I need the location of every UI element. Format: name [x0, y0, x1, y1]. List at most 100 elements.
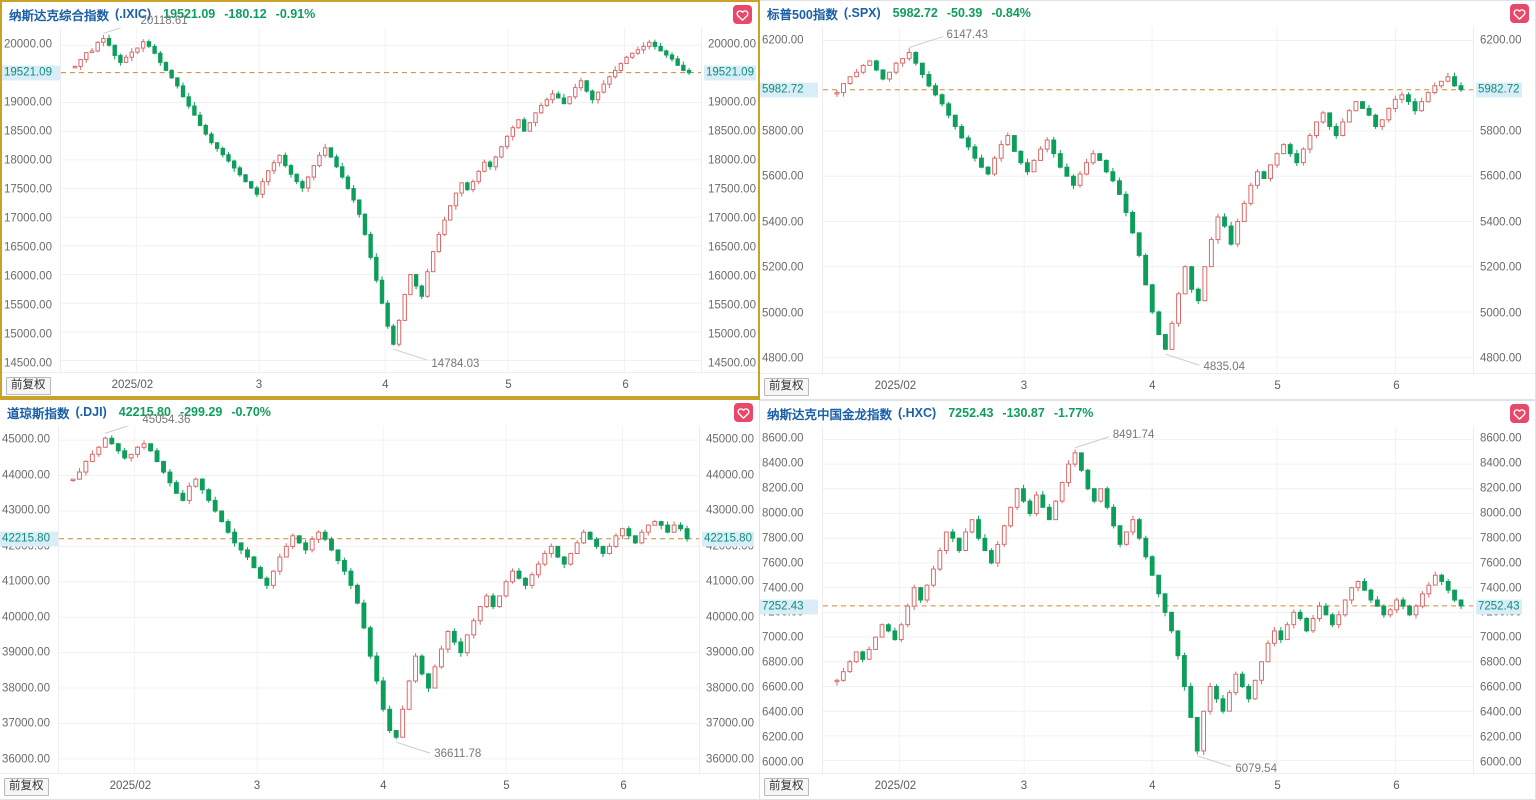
current-price-tag-left: 42215.80 [0, 531, 58, 547]
index-panel-1[interactable]: 纳斯达克综合指数 (.IXIC) 19521.09 -180.12 -0.91% 2011… [0, 0, 760, 400]
y-axis-left: 45000.0044000.0043000.0042000.0041000.00… [0, 424, 58, 773]
y-tick-right: 8600.00 [1480, 432, 1522, 445]
y-tick-right: 20000.00 [708, 38, 756, 51]
x-tick: 4 [1149, 380, 1156, 392]
y-tick-right: 6200.00 [1480, 731, 1522, 744]
plot-area-wrapper: 6147.43 4835.04 6200.00 5800.00 5600.00 5400.… [760, 25, 1535, 373]
candlestick-plot[interactable] [58, 426, 700, 773]
x-tick: 5 [1274, 780, 1281, 792]
candlestick-plot[interactable] [60, 28, 702, 372]
y-tick-right: 40000.00 [706, 611, 754, 624]
y-tick-right: 6400.00 [1480, 706, 1522, 719]
favorite-heart-icon[interactable] [1510, 4, 1529, 23]
x-tick: 5 [505, 379, 512, 391]
y-tick-left: 6200.00 [762, 731, 804, 744]
index-name: 标普500指数 [767, 7, 838, 22]
x-tick: 6 [1393, 780, 1400, 792]
chart-body: 8491.74 6079.54 8600.00 8400.00 8200.00 8000.… [760, 425, 1535, 799]
index-panel-4[interactable]: 纳斯达克中国金龙指数 (.HXC) 7252.43 -130.87 -1.77% 8491… [760, 400, 1536, 800]
y-tick-left: 6000.00 [762, 756, 804, 769]
y-tick-left: 15000.00 [4, 328, 52, 341]
chart-body: 20118.61 14784.03 20000.00 19000.00 18500.00… [2, 15, 758, 398]
y-tick-left: 18500.00 [4, 125, 52, 138]
candlestick-plot[interactable] [822, 427, 1474, 773]
adjust-price-button[interactable]: 前复权 [4, 778, 49, 796]
x-tick: 2025/02 [874, 380, 917, 392]
index-last-price: 7252.43 [948, 406, 994, 420]
index-name: 道琼斯指数 [7, 406, 70, 421]
y-axis-left: 20000.00 19000.00 18500.00 18000.00 17500.00… [2, 26, 60, 372]
current-price-tag-right: 5982.72 [1476, 82, 1522, 98]
index-change-percent: -0.91% [275, 7, 316, 21]
favorite-heart-icon[interactable] [733, 5, 752, 24]
x-tick: 3 [255, 379, 263, 391]
adjust-price-button[interactable]: 前复权 [764, 778, 809, 796]
favorite-heart-icon[interactable] [734, 403, 753, 422]
y-tick-right: 5200.00 [1480, 261, 1522, 274]
index-change: -299.29 [179, 405, 223, 419]
low-price-annotation: 14784.03 [431, 357, 480, 370]
y-tick-left: 5400.00 [762, 216, 804, 229]
y-tick-left: 5200.00 [762, 261, 804, 274]
x-tick: 6 [622, 379, 629, 391]
x-tick: 3 [1020, 380, 1028, 392]
y-tick-left: 7800.00 [762, 532, 804, 545]
y-tick-left: 40000.00 [2, 611, 50, 624]
x-axis: 前复权 2025/02 3 4 5 6 [0, 773, 759, 799]
y-tick-right: 5000.00 [1480, 307, 1522, 320]
y-tick-left: 7600.00 [762, 557, 804, 570]
index-code: (.IXIC) [115, 7, 152, 21]
index-code: (.SPX) [843, 6, 881, 20]
y-tick-right: 44000.00 [706, 469, 754, 482]
index-change-percent: -0.70% [231, 405, 271, 419]
x-tick: 5 [1274, 380, 1281, 392]
current-price-tag-left: 7252.43 [760, 599, 818, 615]
current-price-tag-right: 7252.43 [1476, 599, 1522, 615]
plot-area-wrapper: 45054.36 36611.78 45000.00 44000.00 43000.00… [0, 414, 759, 773]
x-axis: 前复权 2025/02 3 4 5 6 [760, 773, 1535, 799]
selected-panel-underline [2, 396, 758, 398]
index-panel-3[interactable]: 道琼斯指数 (.DJI) 42215.80 -299.29 -0.70% 45054.36… [0, 400, 760, 800]
x-tick: 4 [1149, 780, 1156, 792]
adjust-price-button[interactable]: 前复权 [764, 378, 809, 396]
candlestick-plot[interactable] [822, 27, 1474, 373]
y-tick-right: 37000.00 [706, 717, 754, 730]
y-tick-left: 36000.00 [2, 753, 50, 766]
y-tick-right: 17000.00 [708, 212, 756, 225]
x-axis: 前复权 2025/02 3 4 5 6 [760, 373, 1535, 399]
y-axis-right: 20000.00 19000.00 18500.00 18000.00 17500.00… [702, 26, 758, 372]
y-tick-left: 43000.00 [2, 504, 50, 517]
y-tick-right: 15000.00 [708, 328, 756, 341]
y-tick-left: 4800.00 [762, 352, 804, 365]
y-tick-right: 41000.00 [706, 575, 754, 588]
y-tick-right: 5800.00 [1480, 125, 1522, 138]
low-price-annotation: 6079.54 [1235, 762, 1277, 775]
x-tick: 2025/02 [874, 780, 917, 792]
y-tick-left: 37000.00 [2, 717, 50, 730]
y-tick-right: 6800.00 [1480, 656, 1522, 669]
y-axis-right: 6200.00 5800.00 5600.00 5400.00 5200.00 5000.… [1474, 25, 1535, 373]
y-tick-left: 41000.00 [2, 575, 50, 588]
panel-header: 标普500指数 (.SPX) 5982.72 -50.39 -0.84% [760, 1, 1535, 25]
index-code: (.HXC) [898, 406, 937, 420]
y-tick-left: 5800.00 [762, 125, 804, 138]
y-tick-right: 7000.00 [1480, 631, 1522, 644]
chart-body: 45054.36 36611.78 45000.00 44000.00 43000.00… [0, 414, 759, 799]
y-tick-right: 43000.00 [706, 504, 754, 517]
adjust-price-button[interactable]: 前复权 [6, 377, 51, 395]
y-tick-left: 6800.00 [762, 656, 804, 669]
index-last-price: 19521.09 [163, 7, 216, 21]
y-tick-right: 16500.00 [708, 241, 756, 254]
y-tick-left: 44000.00 [2, 469, 50, 482]
y-tick-right: 38000.00 [706, 682, 754, 695]
favorite-heart-icon[interactable] [1510, 404, 1529, 423]
index-panel-2[interactable]: 标普500指数 (.SPX) 5982.72 -50.39 -0.84% 6147.43 4… [760, 0, 1536, 400]
y-tick-left: 5000.00 [762, 307, 804, 320]
x-tick: 2025/02 [109, 780, 152, 792]
plot-area-wrapper: 8491.74 6079.54 8600.00 8400.00 8200.00 8000.… [760, 425, 1535, 775]
y-tick-left: 18000.00 [4, 154, 52, 167]
x-tick: 4 [382, 379, 389, 391]
current-price-tag-right: 42215.80 [702, 531, 754, 547]
y-tick-left: 6400.00 [762, 706, 804, 719]
y-tick-right: 18500.00 [708, 125, 756, 138]
